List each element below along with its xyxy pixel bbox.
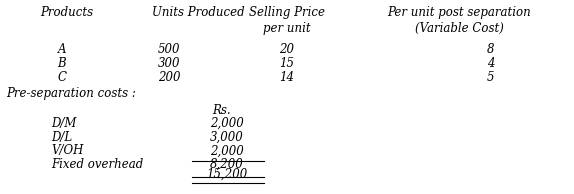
Text: 2,000: 2,000 [210,145,243,158]
Text: 3,000: 3,000 [210,131,243,144]
Text: 15: 15 [280,57,294,70]
Text: B: B [57,57,66,70]
Text: 14: 14 [280,71,294,84]
Text: 8: 8 [487,43,495,56]
Text: 20: 20 [280,43,294,56]
Text: 2,000: 2,000 [210,117,243,130]
Text: 4: 4 [487,57,495,70]
Text: V/OH: V/OH [52,145,84,158]
Text: 500: 500 [158,43,181,56]
Text: 200: 200 [158,71,181,84]
Text: Products: Products [40,6,94,19]
Text: D/L: D/L [52,131,73,144]
Text: 300: 300 [158,57,181,70]
Text: C: C [57,71,67,84]
Text: Units Produced: Units Produced [152,6,245,19]
Text: 5: 5 [487,71,495,84]
Text: A: A [57,43,66,56]
Text: Pre-separation costs :: Pre-separation costs : [6,87,135,100]
Text: 15,200: 15,200 [206,168,247,181]
Text: D/M: D/M [52,117,77,130]
Text: 8,200: 8,200 [210,158,243,171]
Text: Per unit post separation
(Variable Cost): Per unit post separation (Variable Cost) [387,6,531,35]
Text: Selling Price
per unit: Selling Price per unit [249,6,325,35]
Text: Rs.: Rs. [212,104,230,117]
Text: Fixed overhead: Fixed overhead [52,158,144,171]
